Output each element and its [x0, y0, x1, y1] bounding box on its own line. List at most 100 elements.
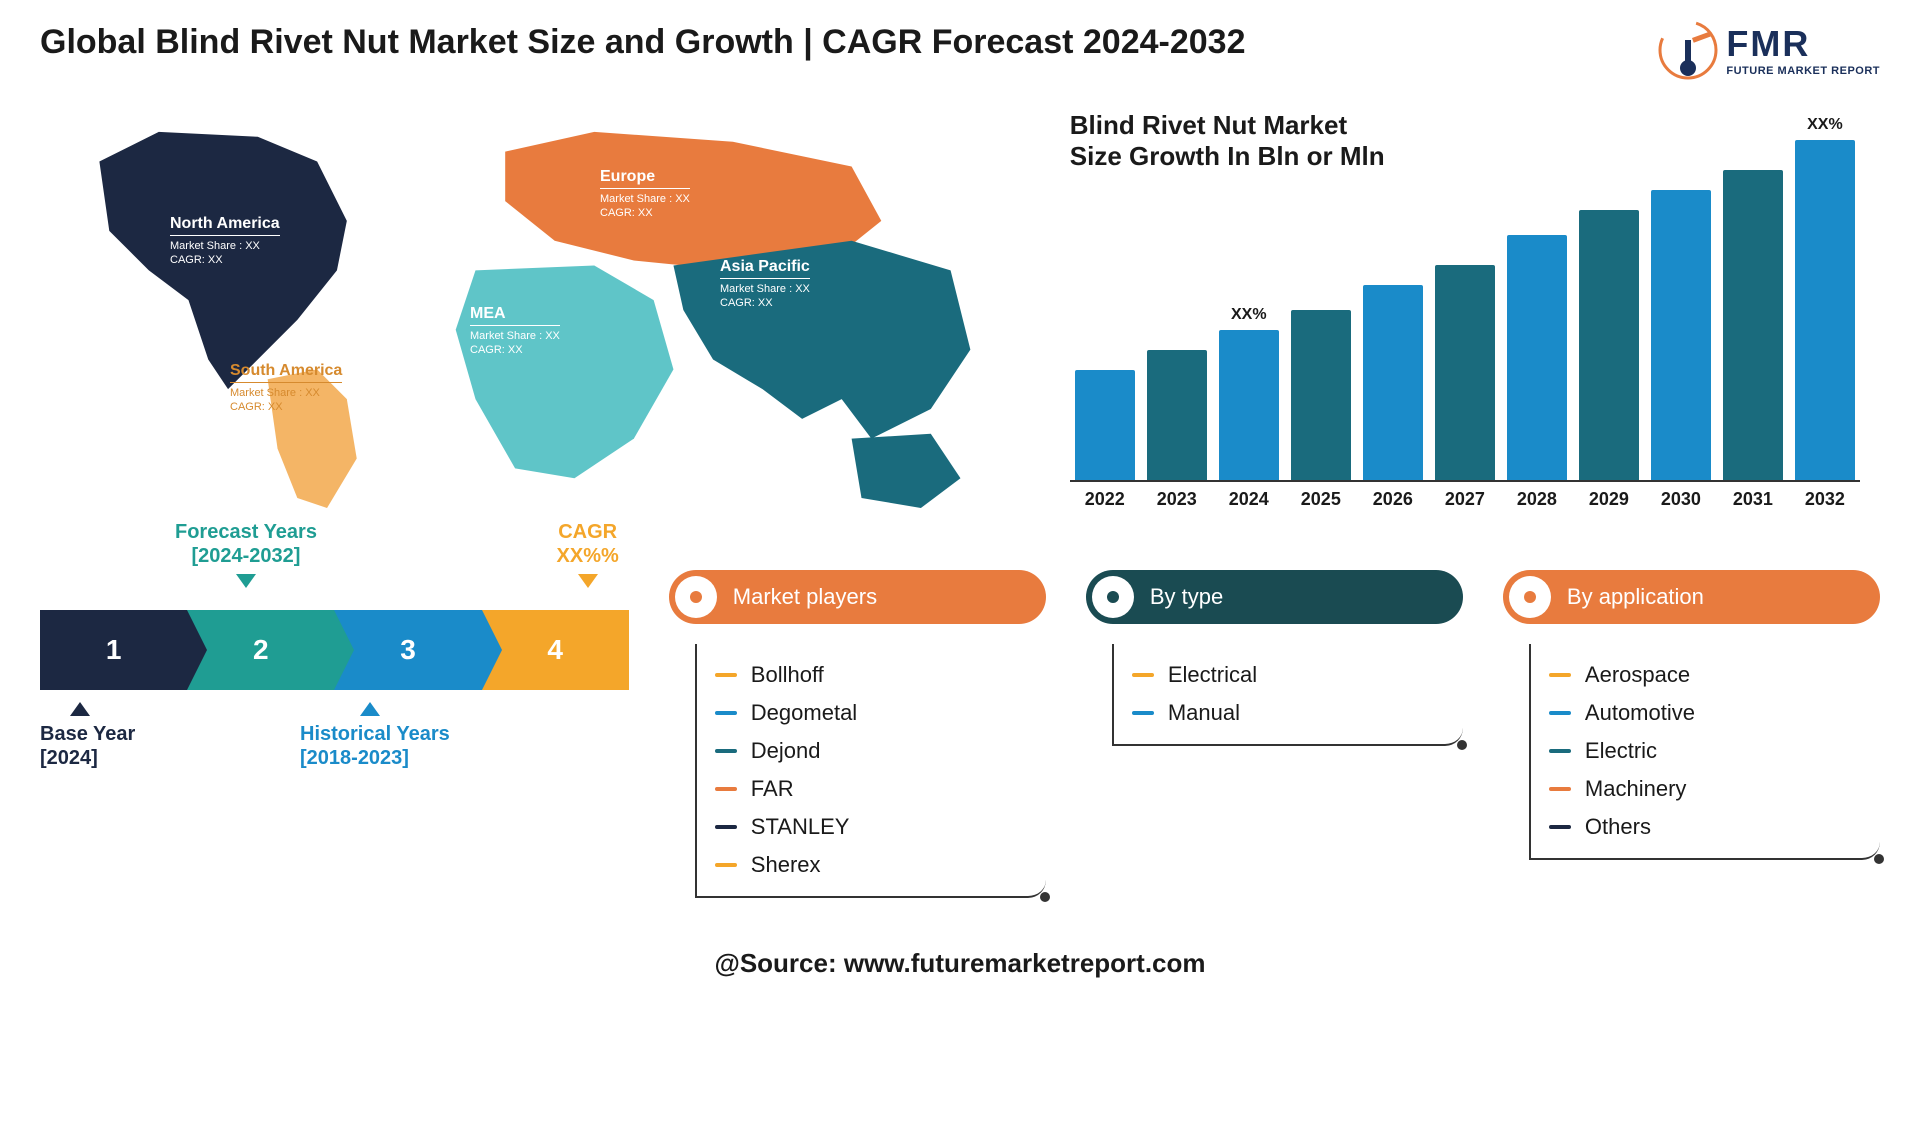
- pill-tick-icon: [1132, 673, 1154, 677]
- pill-tick-icon: [715, 825, 737, 829]
- pill-item: Machinery: [1531, 770, 1860, 808]
- bar-annotation: XX%: [1807, 116, 1843, 134]
- pill-item: Automotive: [1531, 694, 1860, 732]
- source-footer: @Source: www.futuremarketreport.com: [40, 948, 1880, 979]
- bar-year-label: 2028: [1517, 489, 1557, 510]
- pill-item: Others: [1531, 808, 1860, 846]
- chart-bars: 20222023XX%20242025202620272028202920302…: [1070, 182, 1860, 482]
- timeline-area: Forecast Years [2024-2032] CAGR XX%% 1 2…: [40, 570, 629, 690]
- timeline-seg-3: 3: [334, 610, 481, 690]
- pill-list: Bollhoff Degometal Dejond FAR STANLEY Sherex: [695, 644, 1046, 898]
- bar-rect: [1291, 310, 1351, 480]
- page-title: Global Blind Rivet Nut Market Size and G…: [40, 20, 1245, 64]
- bar-chart: Blind Rivet Nut Market Size Growth In Bl…: [1070, 100, 1880, 520]
- bar-2025: 2025: [1291, 310, 1351, 480]
- bar-year-label: 2031: [1733, 489, 1773, 510]
- bar-2027: 2027: [1435, 265, 1495, 480]
- pill-item-label: Bollhoff: [751, 662, 824, 688]
- pill-tick-icon: [1549, 787, 1571, 791]
- pill-item-label: Electrical: [1168, 662, 1257, 688]
- chart-title: Blind Rivet Nut Market Size Growth In Bl…: [1070, 110, 1390, 172]
- region-na-label: North America Market Share : XX CAGR: XX: [170, 215, 280, 268]
- bar-2030: 2030: [1651, 190, 1711, 480]
- timeline-label-forecast: Forecast Years [2024-2032]: [175, 520, 317, 568]
- bar-year-label: 2030: [1661, 489, 1701, 510]
- region-eu-label: Europe Market Share : XX CAGR: XX: [600, 168, 690, 221]
- pill-item-label: Others: [1585, 814, 1651, 840]
- bar-rect: [1075, 370, 1135, 480]
- pill-item: FAR: [697, 770, 1026, 808]
- timeline: 1 2 3 4: [40, 610, 629, 690]
- logo-sub: FUTURE MARKET REPORT: [1726, 65, 1880, 77]
- bar-year-label: 2024: [1229, 489, 1269, 510]
- pill-tick-icon: [1549, 825, 1571, 829]
- bar-rect: [1147, 350, 1207, 480]
- timeline-seg-4: 4: [482, 610, 629, 690]
- pill-header: Market players: [669, 570, 1046, 624]
- bar-2022: 2022: [1075, 370, 1135, 480]
- header: Global Blind Rivet Nut Market Size and G…: [40, 20, 1880, 80]
- pill-title: By application: [1567, 584, 1704, 610]
- bar-year-label: 2026: [1373, 489, 1413, 510]
- bar-year-label: 2023: [1157, 489, 1197, 510]
- bar-2029: 2029: [1579, 210, 1639, 480]
- pill-item-label: Sherex: [751, 852, 821, 878]
- pill-item: Degometal: [697, 694, 1026, 732]
- bar-2023: 2023: [1147, 350, 1207, 480]
- pill-dot-icon: [675, 576, 717, 618]
- bar-2032: XX%2032: [1795, 140, 1855, 480]
- logo-fmr: FMR: [1726, 23, 1880, 65]
- pill-item: Electric: [1531, 732, 1860, 770]
- pill-item: Dejond: [697, 732, 1026, 770]
- pill-item: Aerospace: [1531, 656, 1860, 694]
- bottom-section: Forecast Years [2024-2032] CAGR XX%% 1 2…: [40, 570, 1880, 898]
- bar-rect: [1723, 170, 1783, 480]
- pill-item-label: Degometal: [751, 700, 857, 726]
- bar-year-label: 2025: [1301, 489, 1341, 510]
- bar-2024: XX%2024: [1219, 330, 1279, 480]
- bar-rect: [1435, 265, 1495, 480]
- top-section: North America Market Share : XX CAGR: XX…: [40, 100, 1880, 520]
- pill-item-label: STANLEY: [751, 814, 850, 840]
- pill-item: Manual: [1114, 694, 1443, 732]
- pill-col-application: By application Aerospace Automotive Electri…: [1503, 570, 1880, 860]
- bar-2028: 2028: [1507, 235, 1567, 480]
- pill-tick-icon: [1132, 711, 1154, 715]
- pill-item-label: FAR: [751, 776, 794, 802]
- pill-item-label: Electric: [1585, 738, 1657, 764]
- pill-dot-icon: [1092, 576, 1134, 618]
- bar-rect: [1651, 190, 1711, 480]
- pill-tick-icon: [1549, 711, 1571, 715]
- bar-year-label: 2022: [1085, 489, 1125, 510]
- pill-col-type: By type Electrical Manual: [1086, 570, 1463, 746]
- pill-title: Market players: [733, 584, 877, 610]
- pill-item: Electrical: [1114, 656, 1443, 694]
- bar-2031: 2031: [1723, 170, 1783, 480]
- region-mea-label: MEA Market Share : XX CAGR: XX: [470, 305, 560, 358]
- pill-tick-icon: [715, 711, 737, 715]
- pill-tick-icon: [715, 787, 737, 791]
- world-map: North America Market Share : XX CAGR: XX…: [40, 100, 1030, 520]
- timeline-seg-1: 1: [40, 610, 187, 690]
- pill-item-label: Machinery: [1585, 776, 1686, 802]
- pill-col-players: Market players Bollhoff Degometal Dejond FAR…: [669, 570, 1046, 898]
- pill-header: By type: [1086, 570, 1463, 624]
- bar-rect: [1795, 140, 1855, 480]
- pill-item-label: Dejond: [751, 738, 821, 764]
- pill-item-label: Aerospace: [1585, 662, 1690, 688]
- pill-header: By application: [1503, 570, 1880, 624]
- bar-year-label: 2029: [1589, 489, 1629, 510]
- timeline-label-cagr: CAGR XX%%: [557, 520, 619, 568]
- bar-annotation: XX%: [1231, 306, 1267, 324]
- timeline-label-hist: Historical Years [2018-2023]: [300, 722, 450, 770]
- bar-rect: [1579, 210, 1639, 480]
- pill-item: Bollhoff: [697, 656, 1026, 694]
- pill-item-label: Manual: [1168, 700, 1240, 726]
- pill-tick-icon: [1549, 749, 1571, 753]
- timeline-label-base: Base Year [2024]: [40, 722, 135, 770]
- logo: FMR FUTURE MARKET REPORT: [1658, 20, 1880, 80]
- pill-dot-icon: [1509, 576, 1551, 618]
- bar-rect: [1507, 235, 1567, 480]
- pill-item-label: Automotive: [1585, 700, 1695, 726]
- bar-year-label: 2032: [1805, 489, 1845, 510]
